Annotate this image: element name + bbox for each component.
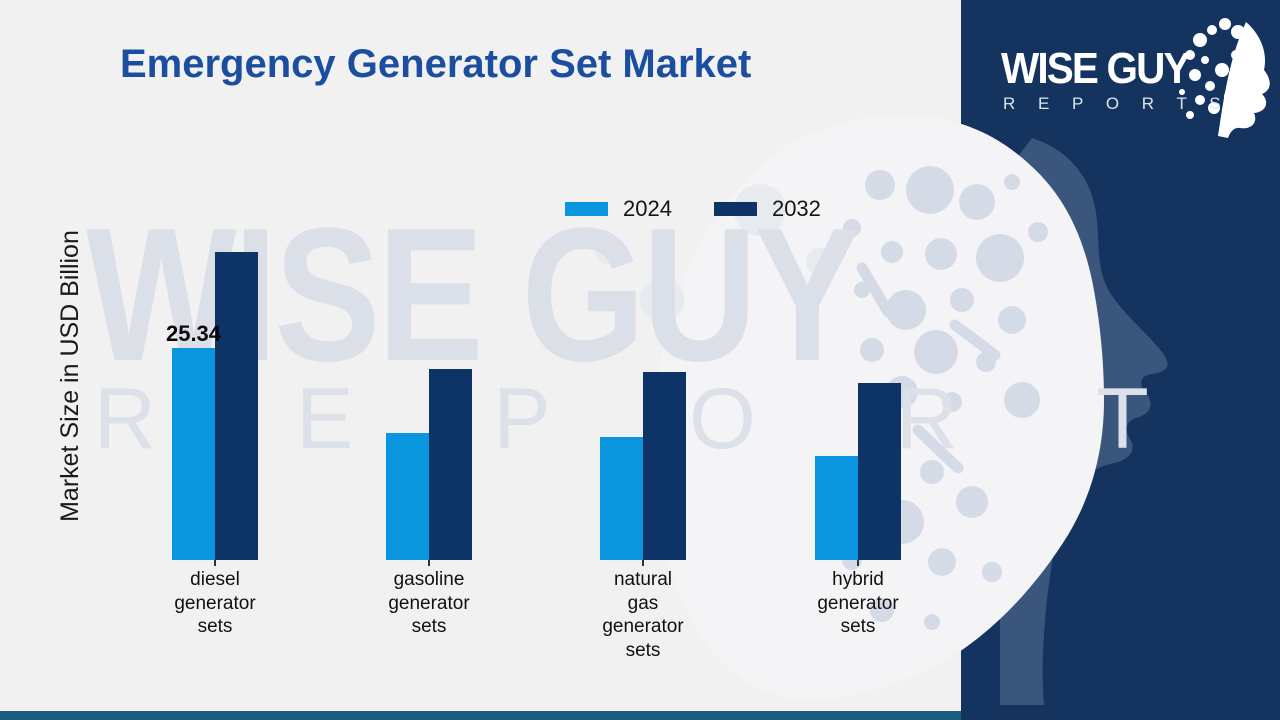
category-label: hybrid generator sets [817,569,899,637]
x-axis-tick [214,560,216,566]
x-axis-tick [857,560,859,566]
bar-2024-natural [600,437,643,560]
legend-label-2032: 2032 [771,196,821,221]
category-label: natural gas generator sets [602,569,684,661]
legend-item-2032: 2032 [713,196,821,222]
bar-2032-diesel [215,252,258,560]
wiseguy-logo-title: WISE GUY [1001,44,1191,93]
bar-2032-gasoline [429,369,472,560]
x-axis-tick [642,560,644,566]
bar-2024-hybrid [815,456,858,560]
category-label: gasoline generator sets [388,569,470,637]
wiseguy-face-icon [1173,18,1270,138]
bar-2024-gasoline [386,433,429,560]
chart-title: Emergency Generator Set Market [120,42,752,86]
watermark-reports: R E P O R T S [94,371,1280,467]
category-label: diesel generator sets [174,569,256,637]
x-axis-tick [428,560,430,566]
bar-2032-hybrid [858,383,901,560]
legend-swatch-2024 [565,202,608,216]
legend-item-2024: 2024 [565,196,672,222]
legend-swatch-2032 [713,202,757,216]
legend-label-2024: 2024 [623,196,672,221]
bar-2024-diesel [172,348,215,560]
bottom-accent-strip [0,711,1280,720]
y-axis-label: Market Size in USD Billion [56,230,84,522]
faint-dot-texture [596,184,834,322]
value-label: 25.34 [165,321,222,346]
wiseguy-logo-subtitle: R E P O R T S [1003,94,1230,113]
chart-legend: 2024 2032 [565,196,821,222]
bar-2032-natural [643,372,686,560]
